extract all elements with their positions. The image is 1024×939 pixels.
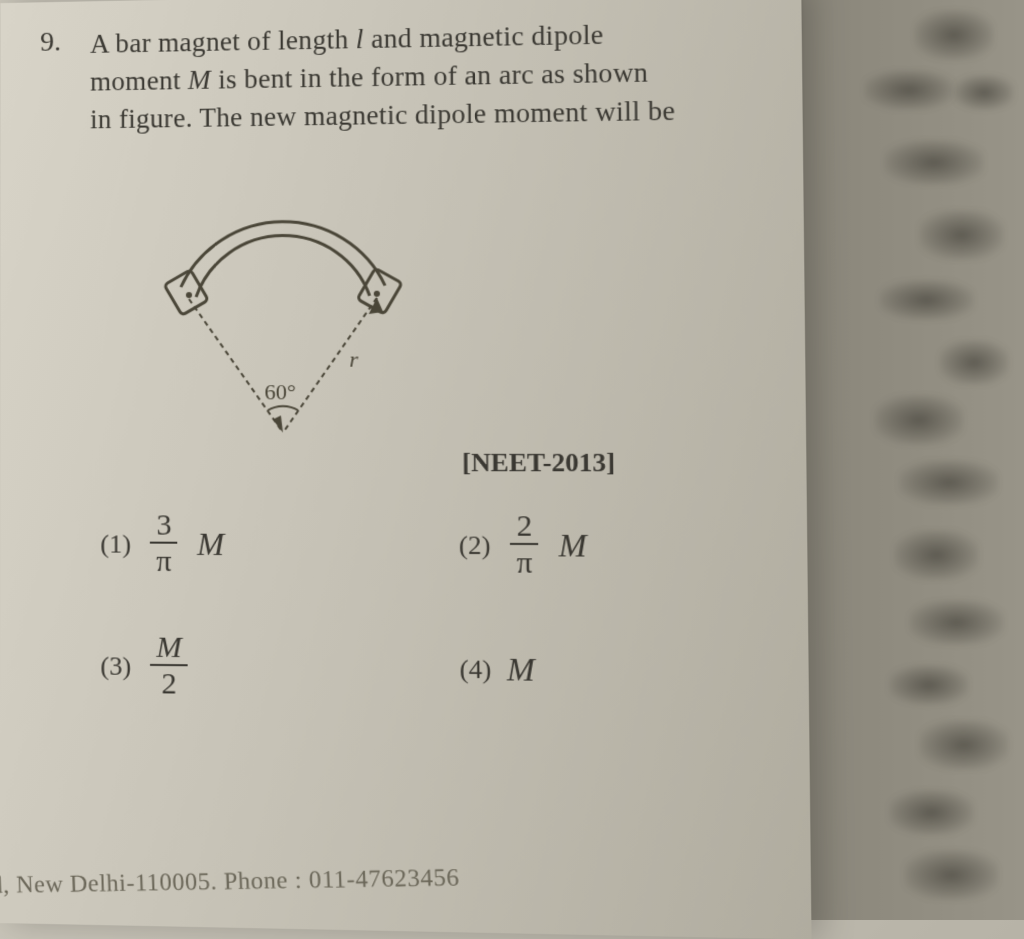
- exam-reference: [NEET-2013]: [40, 448, 615, 479]
- textbook-page: 9. A bar magnet of length l and magnetic…: [0, 0, 812, 939]
- option-2: (2) 2 π M: [459, 509, 765, 583]
- answer-options: (1) 3 π M (2) 2 π M (3) M 2 (4): [100, 509, 766, 710]
- option-3: (3) M 2: [100, 631, 397, 706]
- arc-magnet-diagram: 60° r: [120, 164, 448, 448]
- question-number: 9.: [40, 26, 70, 139]
- angle-label: 60°: [264, 379, 296, 404]
- option-4: (4) M: [459, 633, 766, 709]
- question-text: A bar magnet of length l and magnetic di…: [90, 15, 675, 139]
- page-footer: load, New Delhi-110005. Phone : 011-4762…: [0, 865, 460, 901]
- radius-label: r: [349, 347, 358, 372]
- diagram-svg: 60° r: [120, 164, 448, 448]
- question-header: 9. A bar magnet of length l and magnetic…: [40, 13, 760, 139]
- option-1: (1) 3 π M: [100, 509, 396, 582]
